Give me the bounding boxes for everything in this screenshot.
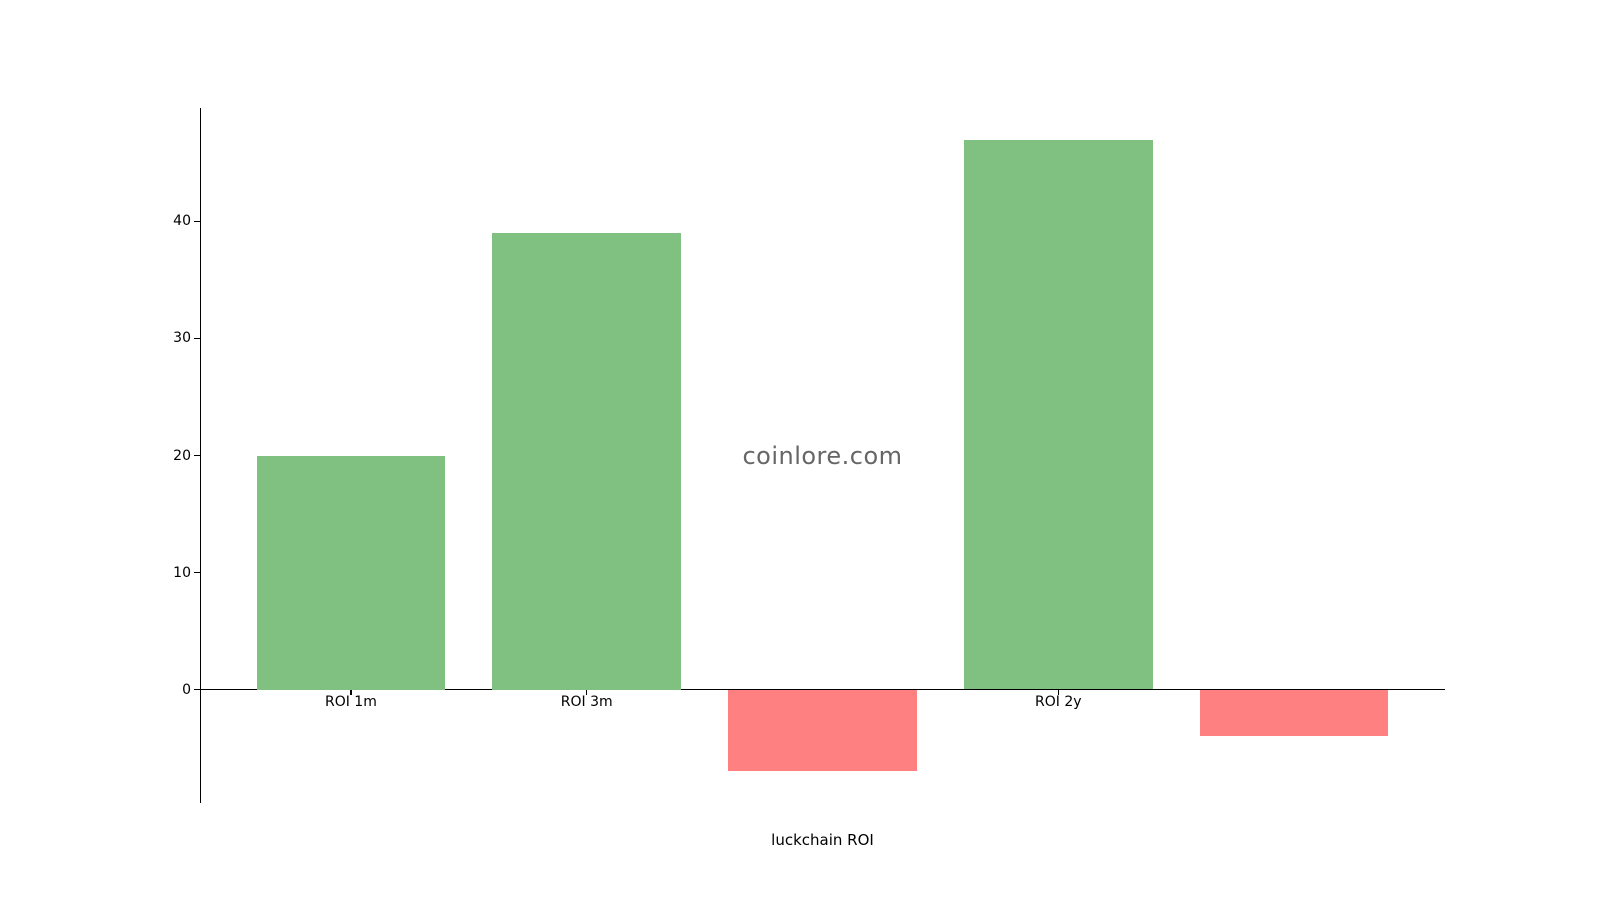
y-tick-mark xyxy=(194,571,200,574)
x-tick-label: ROI 3m xyxy=(560,693,613,710)
y-tick-label: 20 xyxy=(173,447,191,464)
watermark-text: coinlore.com xyxy=(742,441,903,470)
chart-bar-0 xyxy=(256,455,446,690)
y-tick-mark xyxy=(194,337,200,340)
x-tick-label: ROI 1m xyxy=(324,693,377,710)
y-tick-mark xyxy=(194,688,200,691)
y-tick-label: 10 xyxy=(173,564,191,581)
x-tick-mark xyxy=(1057,689,1060,695)
y-tick-mark xyxy=(194,220,200,223)
x-tick-mark xyxy=(585,689,588,695)
x-tick-mark xyxy=(350,689,352,695)
y-tick-label: 0 xyxy=(182,681,191,698)
y-tick-label: 40 xyxy=(173,213,191,230)
y-tick-mark xyxy=(194,454,200,457)
chart-bar-2 xyxy=(728,689,917,772)
y-axis-spine xyxy=(199,108,201,803)
x-tick-label: ROI 2y xyxy=(1035,693,1082,710)
y-tick-label: 30 xyxy=(173,330,191,347)
chart-bar-3 xyxy=(963,139,1153,690)
chart-bar-4 xyxy=(1199,689,1389,737)
x-axis-title: luckchain ROI xyxy=(771,831,874,849)
chart-bar-1 xyxy=(492,233,681,690)
